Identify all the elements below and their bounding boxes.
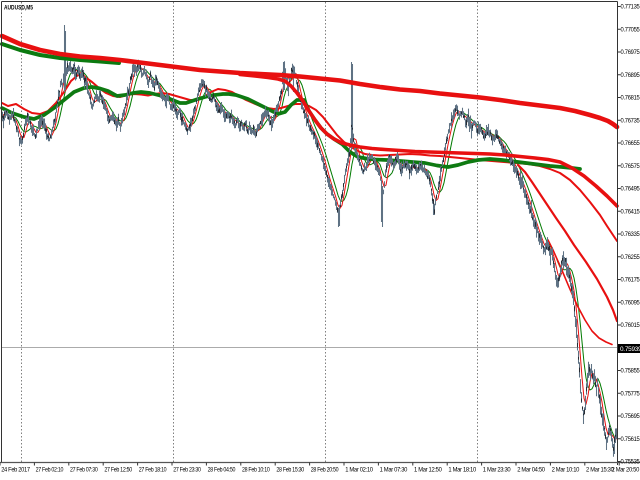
svg-text:AUDUSD,M5: AUDUSD,M5 xyxy=(4,5,33,12)
svg-text:0.75695: 0.75695 xyxy=(621,413,640,420)
svg-text:0.76975: 0.76975 xyxy=(621,49,640,56)
svg-text:2 Mar 15:30: 2 Mar 15:30 xyxy=(586,467,614,474)
svg-text:0.76895: 0.76895 xyxy=(621,72,640,79)
svg-text:2 Mar 20:50: 2 Mar 20:50 xyxy=(612,467,640,474)
svg-text:1 Mar 07:30: 1 Mar 07:30 xyxy=(380,467,408,474)
svg-text:0.76015: 0.76015 xyxy=(621,322,640,329)
svg-text:0.75775: 0.75775 xyxy=(621,390,640,397)
svg-text:0.75939: 0.75939 xyxy=(620,346,640,353)
svg-text:28 Feb 10:10: 28 Feb 10:10 xyxy=(242,467,270,474)
svg-text:28 Feb 20:50: 28 Feb 20:50 xyxy=(311,467,339,474)
svg-text:0.76175: 0.76175 xyxy=(621,277,640,284)
svg-text:0.75615: 0.75615 xyxy=(621,436,640,443)
svg-text:24 Feb 2017: 24 Feb 2017 xyxy=(1,467,30,474)
svg-text:2 Mar 10:10: 2 Mar 10:10 xyxy=(552,467,580,474)
svg-text:27 Feb 18:10: 27 Feb 18:10 xyxy=(139,467,167,474)
svg-text:1 Mar 23:30: 1 Mar 23:30 xyxy=(483,467,511,474)
svg-text:0.76095: 0.76095 xyxy=(621,299,640,306)
svg-text:1 Mar 18:10: 1 Mar 18:10 xyxy=(448,467,476,474)
svg-text:0.75535: 0.75535 xyxy=(621,459,640,466)
svg-text:0.76255: 0.76255 xyxy=(621,254,640,261)
svg-text:0.77135: 0.77135 xyxy=(621,4,640,11)
svg-text:0.76335: 0.76335 xyxy=(621,231,640,238)
svg-text:28 Feb 15:30: 28 Feb 15:30 xyxy=(276,467,304,474)
svg-text:0.76415: 0.76415 xyxy=(621,208,640,215)
svg-text:0.77055: 0.77055 xyxy=(621,26,640,33)
svg-text:28 Feb 04:50: 28 Feb 04:50 xyxy=(208,467,236,474)
svg-text:27 Feb 23:30: 27 Feb 23:30 xyxy=(173,467,201,474)
svg-text:0.76575: 0.76575 xyxy=(621,163,640,170)
svg-text:0.76815: 0.76815 xyxy=(621,95,640,102)
svg-text:2 Mar 04:50: 2 Mar 04:50 xyxy=(517,467,545,474)
svg-text:27 Feb 12:50: 27 Feb 12:50 xyxy=(104,467,132,474)
svg-text:27 Feb 07:30: 27 Feb 07:30 xyxy=(70,467,98,474)
svg-text:0.75855: 0.75855 xyxy=(621,368,640,375)
svg-text:0.76655: 0.76655 xyxy=(621,140,640,147)
svg-text:0.76735: 0.76735 xyxy=(621,118,640,125)
svg-text:0.76495: 0.76495 xyxy=(621,186,640,193)
svg-text:1 Mar 02:10: 1 Mar 02:10 xyxy=(345,467,373,474)
svg-text:1 Mar 12:50: 1 Mar 12:50 xyxy=(414,467,442,474)
svg-text:27 Feb 02:10: 27 Feb 02:10 xyxy=(36,467,64,474)
